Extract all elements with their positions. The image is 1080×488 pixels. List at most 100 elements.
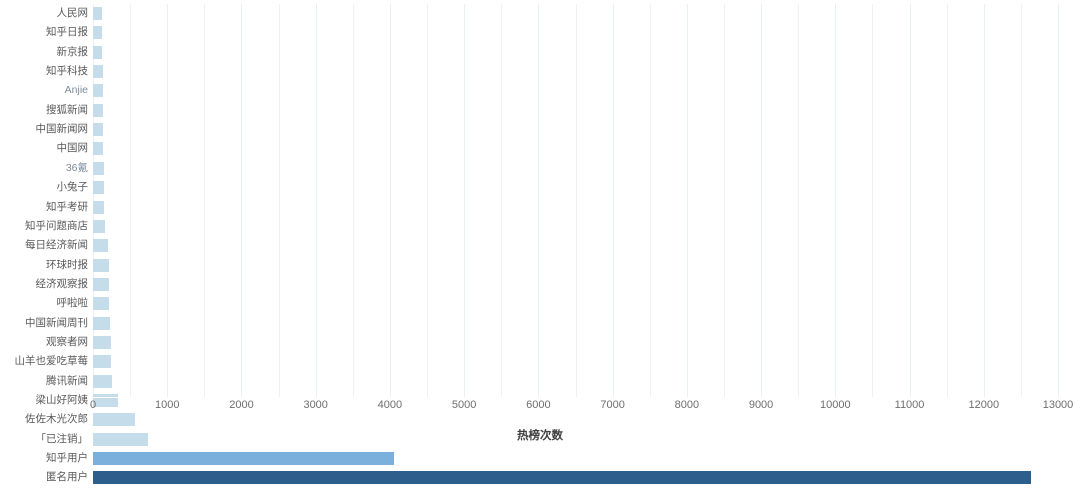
gridline-7000 [612,4,614,397]
bar[interactable] [93,84,103,98]
bar-row [93,430,1058,449]
bar[interactable] [93,335,111,349]
gridline-minor-9500 [798,4,800,397]
x-tick-label: 1000 [154,399,180,411]
bar-row [93,333,1058,352]
bar-row [93,372,1058,391]
y-axis-label: 知乎用户 [46,453,88,465]
gridline-minor-10500 [872,4,874,397]
bar-row [93,314,1058,333]
gridline-9000 [761,4,763,397]
bar[interactable] [93,123,104,137]
bar[interactable] [93,452,394,466]
y-axis-category-labels: 人民网 知乎日报 新京报 知乎科技 Anjie 搜狐新闻 中国新闻网 中国网 36氪 小兔子 知乎考… [0,4,89,483]
y-axis-label: 经济观察报 [35,278,89,290]
bar[interactable] [93,316,111,330]
y-axis-label: 山羊也爱吃草莓 [14,356,89,368]
x-axis-title: 热榜次数 [517,430,563,442]
y-axis-label: 环球时报 [46,259,88,271]
gridline-13000 [1058,4,1059,397]
gridline-10000 [835,4,837,397]
y-axis-label: Anjie [64,84,88,97]
x-axis-line [93,397,1058,398]
bar[interactable] [93,26,103,40]
x-tick-label: 6000 [526,399,551,411]
bar[interactable] [93,161,104,175]
y-axis-label: 梁山好阿姨 [35,395,89,406]
bar-row [93,43,1058,62]
x-tick-label: 8000 [674,399,700,411]
bar-row [93,159,1058,178]
bar-row [93,217,1058,236]
bar-row [93,198,1058,217]
bar-row [93,256,1058,275]
y-axis-label: 中国新闻周刊 [25,317,88,329]
bar-row [93,62,1058,81]
gridline-2000 [241,4,243,397]
bar-row [93,101,1058,120]
bar[interactable] [93,45,103,59]
gridline-11000 [909,4,911,397]
bar[interactable] [93,277,110,291]
bar[interactable] [93,200,105,214]
y-axis-label: 知乎科技 [46,66,88,78]
y-axis-label: 佐佐木光次郎 [25,414,88,426]
bar[interactable] [93,355,112,369]
gridline-minor-3500 [352,4,354,397]
bar-row [93,410,1058,429]
bar[interactable] [93,219,105,233]
y-axis-label: 搜狐新闻 [46,104,88,116]
bar[interactable] [93,297,110,311]
bar[interactable] [93,181,104,195]
gridline-minor-11500 [946,4,948,397]
bar-row [93,352,1058,371]
bar[interactable] [93,65,103,79]
bar-row [93,294,1058,313]
x-tick-label: 2000 [229,399,254,411]
gridline-minor-7500 [649,4,651,397]
bar[interactable] [93,103,104,117]
x-tick-label: 12000 [968,399,1000,411]
bar[interactable] [93,413,135,427]
bar[interactable] [93,239,109,253]
bars-layer [93,4,1058,485]
bar[interactable] [93,142,104,156]
y-axis-label: 观察者网 [46,336,88,348]
bar[interactable] [93,432,148,446]
x-tick-label: 10000 [820,399,851,411]
y-axis-label: 中国网 [56,143,89,155]
bar-row [93,139,1058,158]
gridline-minor-1500 [204,4,206,397]
x-tick-label: 9000 [748,399,774,411]
gridline-minor-5500 [501,4,503,397]
gridline-minor-500 [130,4,132,397]
gridline-12000 [983,4,985,397]
bar[interactable] [93,471,1031,485]
bar[interactable] [93,374,112,388]
y-axis-label: 匿名用户 [46,472,88,484]
y-axis-label: 中国新闻网 [35,124,89,136]
gridline-4000 [389,4,391,397]
plot-area [93,4,1059,485]
gridline-minor-6500 [575,4,577,397]
gridline-minor-4500 [427,4,429,397]
y-axis-label: 「已注销」 [35,433,89,445]
bar-row [93,449,1058,468]
gridline-minor-8500 [723,4,725,397]
y-axis-label: 新京报 [56,46,89,58]
x-tick-label: 13000 [1042,399,1074,411]
y-axis-label: 36氪 [65,161,88,174]
gridline-6000 [538,4,540,397]
bar-row [93,120,1058,139]
bar[interactable] [93,258,109,272]
bar[interactable] [93,7,102,20]
gridline-1000 [167,4,169,397]
y-axis-label: 知乎日报 [46,27,88,39]
bar-row [93,275,1058,294]
bar-row [93,468,1058,487]
bar-row [93,23,1058,42]
y-axis-label: 每日经济新闻 [25,240,88,252]
x-tick-label: 11000 [894,399,925,411]
y-axis-label: 知乎问题商店 [25,220,88,232]
y-axis-label: 小兔子 [56,182,89,194]
